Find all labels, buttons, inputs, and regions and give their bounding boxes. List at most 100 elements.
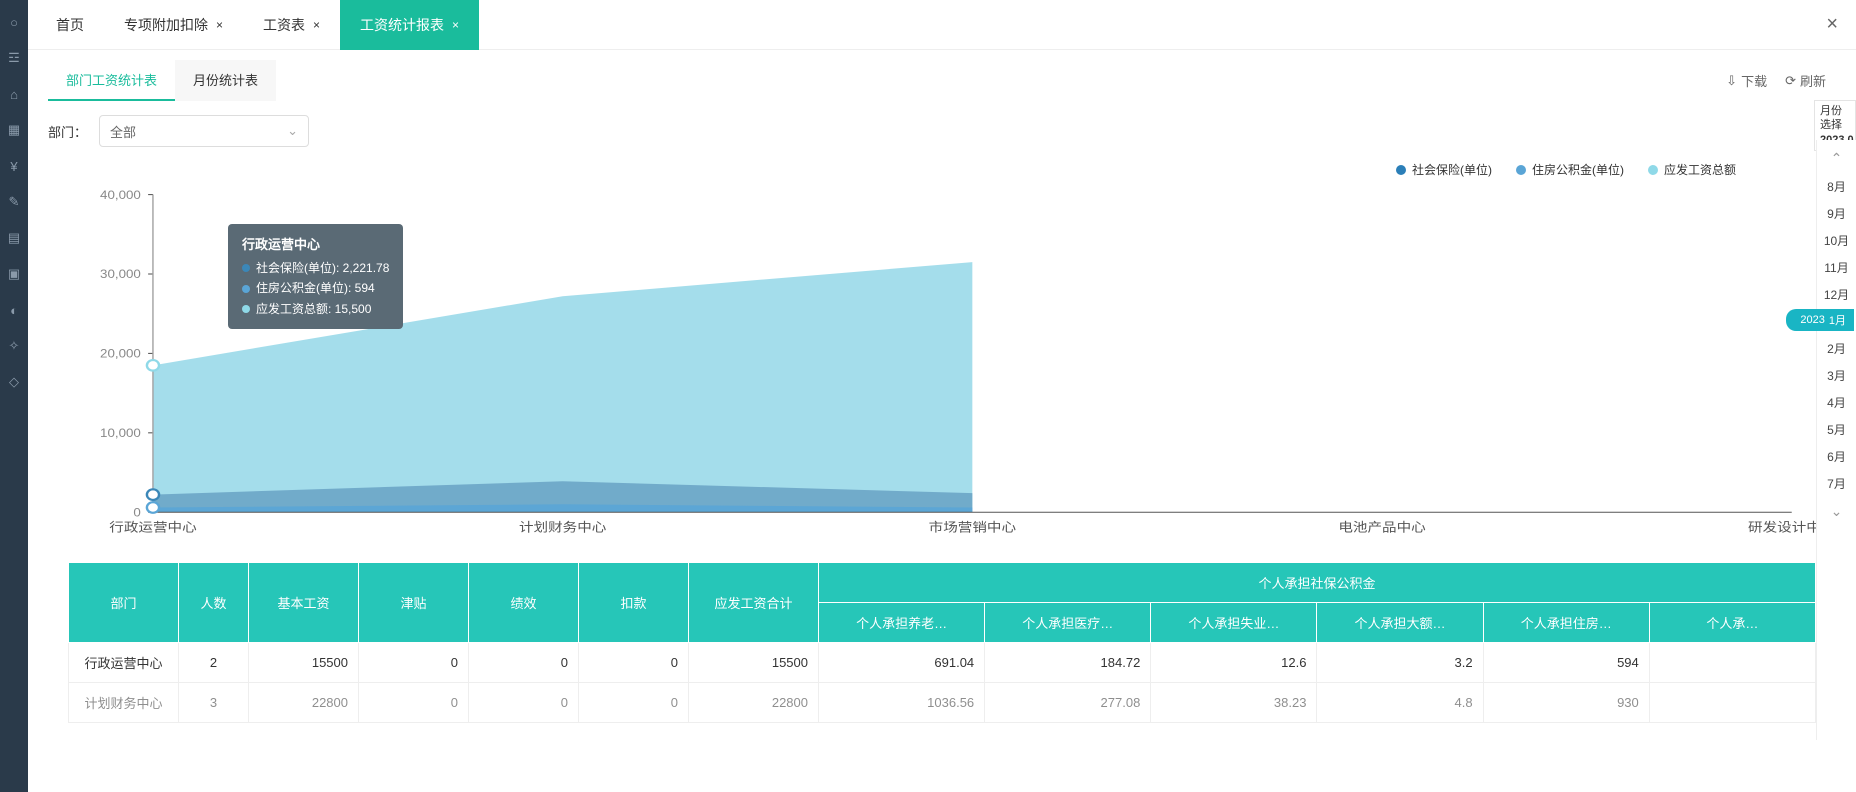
sidebar-icon-11[interactable]: ◇ xyxy=(0,364,28,400)
sidebar-icon-1[interactable]: ○ xyxy=(0,4,28,40)
dept-select[interactable]: 全部 ⌄ xyxy=(99,115,309,147)
svg-text:电池产品中心: 电池产品中心 xyxy=(1338,520,1426,534)
sidebar-icon-2[interactable]: ☲ xyxy=(0,40,28,76)
filter-label: 部门： xyxy=(48,122,87,141)
month-timeline: ⌃ 8月9月10月11月12月1月2月3月4月5月6月7月 ⌄ xyxy=(1816,140,1856,740)
timeline-up-icon[interactable]: ⌃ xyxy=(1831,150,1843,167)
month-item[interactable]: 11月 xyxy=(1820,254,1853,281)
active-year-label: 2023 xyxy=(1800,314,1824,326)
chart: 010,00020,00030,00040,000行政运营中心计划财务中心市场营… xyxy=(68,184,1816,544)
cell-c4: 3.2 xyxy=(1317,643,1483,683)
close-icon[interactable]: × xyxy=(216,18,223,32)
cell-base: 15500 xyxy=(249,643,359,683)
cell-base: 22800 xyxy=(249,683,359,723)
sidebar-icon-8[interactable]: ▣ xyxy=(0,256,28,292)
left-sidebar: ○ ☲ ⌂ ▦ ¥ ✎ ▤ ▣ ◐ ✧ ◇ xyxy=(0,0,28,792)
svg-text:0: 0 xyxy=(133,506,140,519)
cell-c6 xyxy=(1649,643,1815,683)
sidebar-icon-7[interactable]: ▤ xyxy=(0,220,28,256)
chart-svg: 010,00020,00030,00040,000行政运营中心计划财务中心市场营… xyxy=(68,184,1816,544)
month-item[interactable]: 12月 xyxy=(1820,281,1853,308)
tab-home-label: 首页 xyxy=(56,15,84,35)
month-item[interactable]: 2月 xyxy=(1820,335,1853,362)
legend-label-2: 住房公积金(单位) xyxy=(1532,161,1624,178)
legend-item-3[interactable]: 应发工资总额 xyxy=(1648,161,1736,178)
svg-text:10,000: 10,000 xyxy=(100,427,141,440)
cell-c3: 12.6 xyxy=(1151,643,1317,683)
cell-c5: 594 xyxy=(1483,643,1649,683)
legend-dot-2 xyxy=(1516,165,1526,175)
sidebar-icon-9[interactable]: ◐ xyxy=(0,292,28,328)
cell-c4: 4.8 xyxy=(1317,683,1483,723)
col-c1: 个人承担养老… xyxy=(819,603,985,643)
col-allow: 津贴 xyxy=(359,563,469,643)
col-c5: 个人承担住房… xyxy=(1483,603,1649,643)
sidebar-icon-10[interactable]: ✧ xyxy=(0,328,28,364)
close-icon[interactable]: × xyxy=(313,18,320,32)
refresh-button[interactable]: ⟳刷新 xyxy=(1785,71,1826,90)
table-row[interactable]: 行政运营中心 2 15500 0 0 0 15500 691.04 184.72… xyxy=(69,643,1816,683)
sidebar-icon-6[interactable]: ✎ xyxy=(0,184,28,220)
cell-total: 22800 xyxy=(689,683,819,723)
cell-total: 15500 xyxy=(689,643,819,683)
cell-perf: 0 xyxy=(469,643,579,683)
month-item[interactable]: 8月 xyxy=(1820,173,1853,200)
cell-perf: 0 xyxy=(469,683,579,723)
tab-report[interactable]: 工资统计报表 × xyxy=(340,0,479,50)
tab-salary[interactable]: 工资表× xyxy=(243,0,340,50)
right-panel-title: 月份选择 xyxy=(1820,104,1850,133)
svg-text:计划财务中心: 计划财务中心 xyxy=(519,520,607,534)
legend-item-2[interactable]: 住房公积金(单位) xyxy=(1516,161,1624,178)
month-item[interactable]: 3月 xyxy=(1820,362,1853,389)
sub-tab-dept[interactable]: 部门工资统计表 xyxy=(48,60,175,101)
refresh-icon: ⟳ xyxy=(1785,73,1796,89)
table-row[interactable]: 计划财务中心 3 22800 0 0 0 22800 1036.56 277.0… xyxy=(69,683,1816,723)
month-item[interactable]: 4月 xyxy=(1820,389,1853,416)
close-all-icon[interactable]: × xyxy=(1816,13,1848,36)
svg-text:30,000: 30,000 xyxy=(100,268,141,281)
svg-text:市场营销中心: 市场营销中心 xyxy=(929,519,1017,534)
month-item[interactable]: 9月 xyxy=(1820,200,1853,227)
sidebar-icon-3[interactable]: ⌂ xyxy=(0,76,28,112)
sidebar-icon-5[interactable]: ¥ xyxy=(0,148,28,184)
col-group: 个人承担社保公积金 xyxy=(819,563,1816,603)
active-month-badge[interactable]: 2023 1月 xyxy=(1786,309,1854,331)
refresh-label: 刷新 xyxy=(1800,71,1826,90)
tabs-bar: 首页 专项附加扣除 × 工资表× 工资统计报表 × × xyxy=(28,0,1856,50)
tab-report-label: 工资统计报表 xyxy=(360,15,444,35)
close-icon[interactable]: × xyxy=(452,18,459,32)
col-count: 人数 xyxy=(179,563,249,643)
month-item[interactable]: 5月 xyxy=(1820,416,1853,443)
cell-allow: 0 xyxy=(359,683,469,723)
cell-c2: 184.72 xyxy=(985,643,1151,683)
cell-c1: 691.04 xyxy=(819,643,985,683)
legend-label-1: 社会保险(单位) xyxy=(1412,161,1492,178)
month-item[interactable]: 6月 xyxy=(1820,443,1853,470)
download-label: 下载 xyxy=(1741,71,1767,90)
tab-deduction[interactable]: 专项附加扣除 × xyxy=(104,0,243,50)
svg-text:研发设计中心: 研发设计中心 xyxy=(1748,520,1816,534)
svg-text:40,000: 40,000 xyxy=(100,189,141,202)
col-total: 应发工资合计 xyxy=(689,563,819,643)
col-c4: 个人承担大额… xyxy=(1317,603,1483,643)
chart-legend: 社会保险(单位) 住房公积金(单位) 应发工资总额 xyxy=(28,161,1856,184)
month-item[interactable]: 7月 xyxy=(1820,470,1853,497)
legend-item-1[interactable]: 社会保险(单位) xyxy=(1396,161,1492,178)
cell-count: 2 xyxy=(179,643,249,683)
download-icon: ⇩ xyxy=(1726,73,1737,89)
timeline-down-icon[interactable]: ⌄ xyxy=(1831,503,1843,520)
cell-c6 xyxy=(1649,683,1815,723)
cell-count: 3 xyxy=(179,683,249,723)
sidebar-icon-4[interactable]: ▦ xyxy=(0,112,28,148)
month-item[interactable]: 10月 xyxy=(1820,227,1853,254)
sub-tab-month[interactable]: 月份统计表 xyxy=(175,60,276,101)
download-button[interactable]: ⇩下载 xyxy=(1726,71,1767,90)
tab-deduction-label: 专项附加扣除 xyxy=(124,15,208,35)
svg-text:行政运营中心: 行政运营中心 xyxy=(109,520,197,534)
dept-select-value: 全部 xyxy=(110,122,136,141)
legend-dot-3 xyxy=(1648,165,1658,175)
cell-c2: 277.08 xyxy=(985,683,1151,723)
tab-home[interactable]: 首页 xyxy=(36,0,104,50)
sub-tabs: 部门工资统计表 月份统计表 xyxy=(48,60,276,101)
col-perf: 绩效 xyxy=(469,563,579,643)
